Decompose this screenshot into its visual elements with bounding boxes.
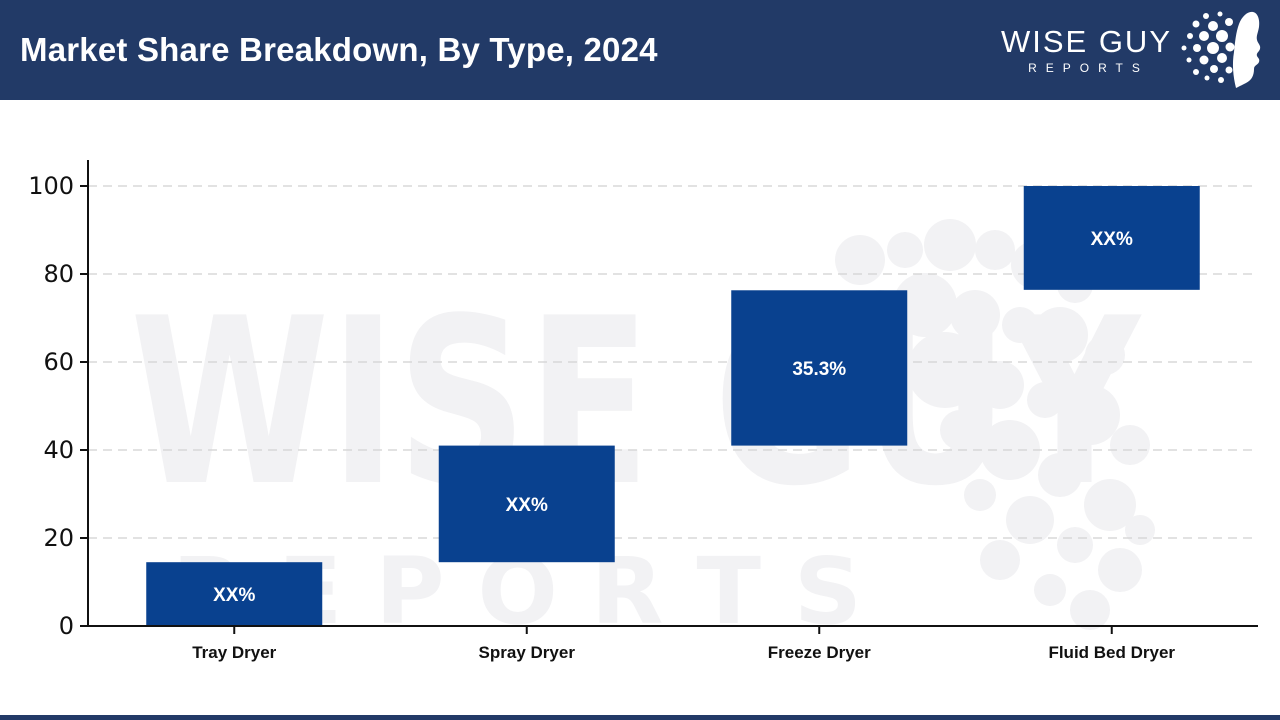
bar-value-label: XX%: [1091, 229, 1133, 250]
brand-name: WISE GUY: [1000, 23, 1172, 59]
brand-logo-text: WISE GUY REPORTS: [1001, 26, 1172, 75]
y-tick-label: 40: [43, 436, 74, 464]
bar-segment: [146, 562, 323, 626]
chart-area: WISE GUY R E P O R T S: [0, 100, 1280, 715]
footer-accent-bar: [0, 715, 1280, 720]
bar-segment: [731, 290, 908, 446]
x-tick-label: Spray Dryer: [479, 643, 576, 662]
y-tick-label: 20: [43, 524, 74, 552]
y-tick-label: 100: [28, 172, 74, 200]
y-tick-label: 60: [43, 348, 74, 376]
x-tick-label: Fluid Bed Dryer: [1048, 643, 1175, 662]
waterfall-chart: WISE GUY R E P O R T S: [28, 160, 1258, 662]
x-tick-label: Freeze Dryer: [768, 643, 871, 662]
bar-segment: [438, 445, 615, 563]
bar-value-label: XX%: [506, 495, 548, 516]
brand-logo: WISE GUY REPORTS: [1001, 8, 1262, 92]
bar-segment: [1023, 186, 1200, 290]
bar-value-label: 35.3%: [792, 359, 846, 380]
brand-face-icon: [1181, 11, 1261, 89]
page-title: Market Share Breakdown, By Type, 2024: [20, 31, 658, 68]
x-tick-label: Tray Dryer: [192, 643, 276, 662]
brand-subname: REPORTS: [1028, 60, 1149, 75]
bars: XX% XX% 35.3% XX%: [146, 186, 1200, 626]
axis-labels: 0 20 40 60 80 100 Tray Dryer Spray Dryer Freeze …: [28, 172, 1175, 662]
y-tick-label: 80: [43, 260, 74, 288]
watermark: WISE GUY R E P O R T S: [130, 219, 1155, 645]
y-tick-label: 0: [59, 612, 74, 640]
bar-value-label: XX%: [213, 585, 255, 606]
header-bar: Market Share Breakdown, By Type, 2024 WI…: [0, 0, 1280, 100]
axes: [80, 160, 1258, 634]
